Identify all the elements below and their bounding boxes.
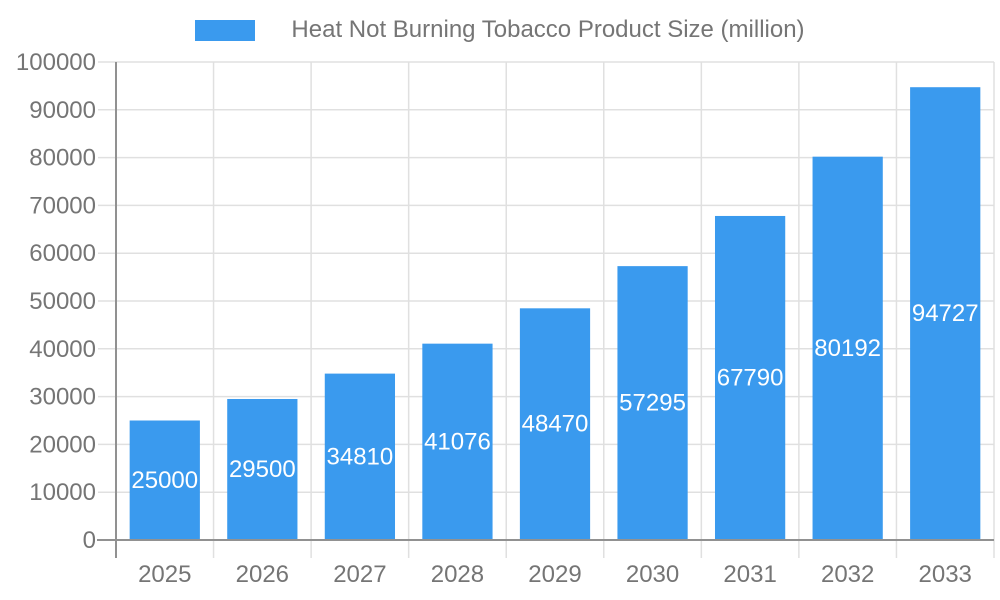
bar-2028[interactable] (422, 343, 493, 540)
y-tick-label: 100000 (16, 49, 96, 76)
x-tick-label: 2033 (919, 561, 972, 588)
y-tick-label: 70000 (29, 192, 96, 219)
x-tick-label: 2030 (626, 561, 679, 588)
legend-label: Heat Not Burning Tobacco Product Size (m… (291, 16, 805, 43)
bar-2025[interactable] (129, 420, 200, 541)
y-tick-label: 90000 (29, 97, 96, 124)
x-tick-label: 2027 (333, 561, 386, 588)
bar-value-label: 57295 (619, 390, 686, 417)
y-tick-label: 50000 (29, 288, 96, 315)
y-tick-label: 80000 (29, 145, 96, 172)
y-tick-label: 30000 (29, 384, 96, 411)
legend[interactable]: Heat Not Burning Tobacco Product Size (m… (0, 6, 1000, 54)
bar-2027[interactable] (324, 373, 396, 540)
y-tick-label: 60000 (29, 240, 96, 267)
bar-2030[interactable] (617, 266, 688, 540)
x-tick-label: 2028 (431, 561, 484, 588)
x-tick-label: 2025 (138, 561, 191, 588)
bar-value-label: 25000 (131, 467, 198, 494)
x-tick-label: 2029 (528, 561, 581, 588)
bar-value-label: 94727 (912, 300, 979, 327)
x-tick-label: 2032 (821, 561, 874, 588)
legend-swatch-icon (195, 19, 256, 41)
y-tick-label: 0 (83, 527, 96, 554)
bar-2031[interactable] (714, 215, 786, 540)
x-tick-label: 2031 (723, 561, 776, 588)
bar-2033[interactable] (910, 87, 981, 540)
bar-value-label: 34810 (327, 443, 394, 470)
bar-value-label: 29500 (229, 456, 296, 483)
bar-value-label: 67790 (717, 364, 784, 391)
bar-value-label: 80192 (814, 335, 881, 362)
bar-2032[interactable] (812, 156, 883, 540)
y-tick-label: 40000 (29, 336, 96, 363)
bar-value-label: 41076 (424, 428, 491, 455)
y-tick-label: 10000 (29, 479, 96, 506)
bar-2026[interactable] (227, 398, 298, 540)
bar-value-label: 48470 (522, 411, 589, 438)
bar-2029[interactable] (519, 308, 591, 540)
y-tick-label: 20000 (29, 431, 96, 458)
x-tick-label: 2026 (236, 561, 289, 588)
